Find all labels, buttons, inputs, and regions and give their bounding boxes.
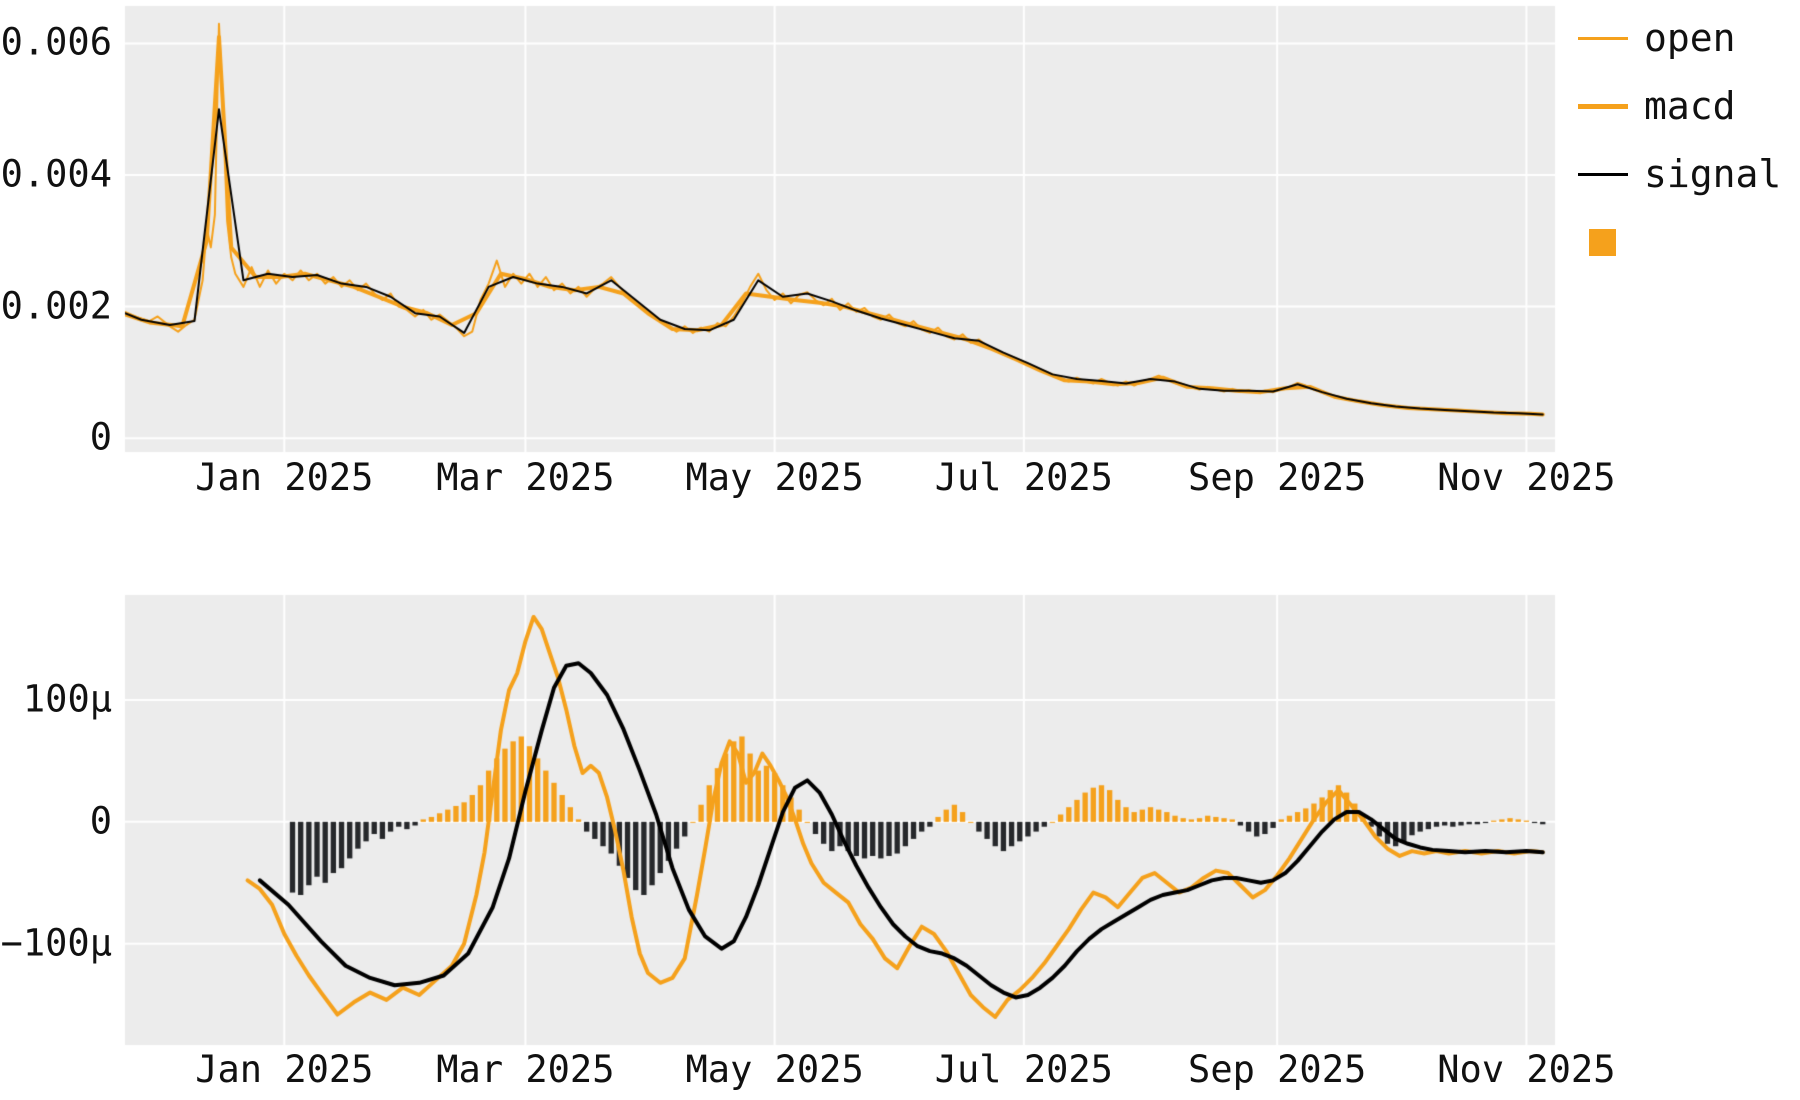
- top-y-tick-label: 0.002: [0, 284, 112, 328]
- top-x-tick-label: Nov 2025: [1437, 456, 1616, 499]
- top-y-tick-label: 0.004: [0, 152, 112, 196]
- top-x-tick-label: Mar 2025: [436, 456, 615, 499]
- bottom-x-tick-label: Sep 2025: [1188, 1048, 1367, 1091]
- bottom-x-tick-label: Nov 2025: [1437, 1048, 1616, 1091]
- bottom-x-tick-label: Jul 2025: [934, 1048, 1113, 1091]
- legend-label-open: open: [1644, 16, 1736, 60]
- open-line-swatch: [1578, 36, 1628, 40]
- bottom-x-tick-label: Jan 2025: [195, 1048, 374, 1091]
- legend-label-signal: signal: [1644, 152, 1782, 196]
- legend-item-histogram: [1578, 216, 1781, 268]
- macd-line-swatch: [1578, 103, 1628, 109]
- top-x-tick-label: Sep 2025: [1188, 456, 1367, 499]
- legend-item-open: open: [1578, 12, 1781, 64]
- top-x-tick-label: May 2025: [685, 456, 864, 499]
- legend-item-macd: macd: [1578, 80, 1781, 132]
- histogram-square-swatch: [1589, 228, 1616, 256]
- bottom-x-tick-label: Mar 2025: [436, 1048, 615, 1091]
- legend-item-signal: signal: [1578, 148, 1781, 200]
- bottom-y-tick-label: −100µ: [0, 921, 112, 965]
- legend: open macd signal: [1578, 12, 1781, 268]
- legend-label-macd: macd: [1644, 84, 1736, 128]
- top-x-tick-label: Jan 2025: [195, 456, 374, 499]
- bottom-x-tick-label: May 2025: [685, 1048, 864, 1091]
- top-y-tick-label: 0: [89, 415, 112, 459]
- top-x-tick-label: Jul 2025: [934, 456, 1113, 499]
- signal-line-swatch: [1578, 172, 1628, 176]
- bottom-y-tick-label: 100µ: [22, 677, 112, 721]
- bottom-y-tick-label: 0: [89, 799, 112, 843]
- top-y-tick-label: 0.006: [0, 21, 112, 65]
